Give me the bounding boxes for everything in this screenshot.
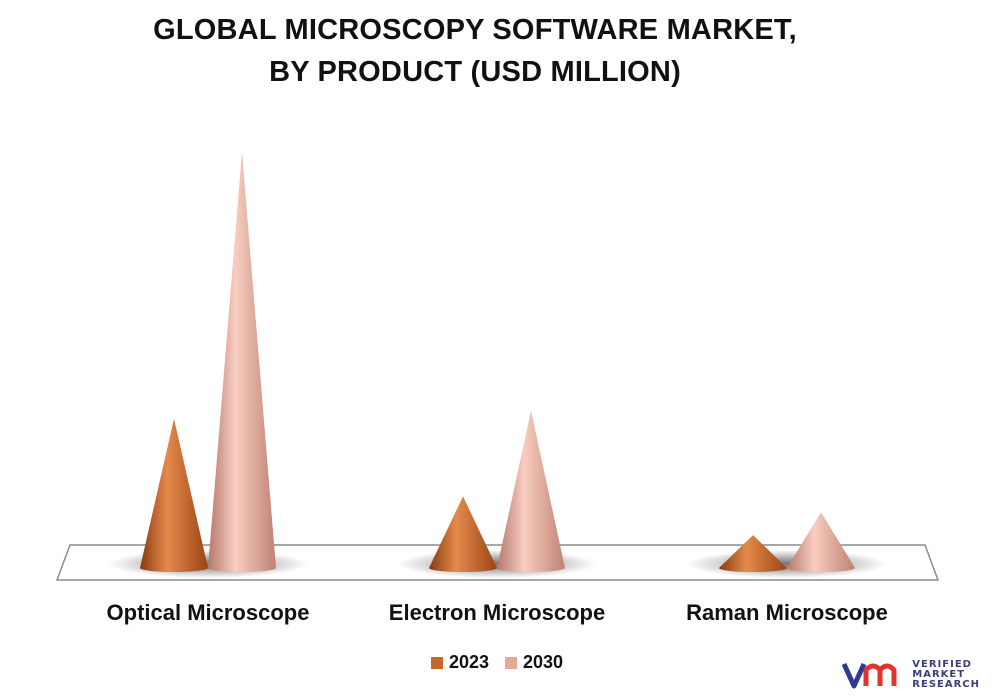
legend-swatch-2030 [505,656,517,669]
cone-2030-raman-microscope [787,512,855,572]
vmr-logo-icon [842,662,897,689]
cone-2023-optical-microscope [140,418,208,572]
legend-item-2023: 2023 [430,652,489,673]
logo-text-line-3: RESEARCH [912,679,980,690]
cone-shadow [687,550,887,578]
chart-title-line-1: GLOBAL MICROSCOPY SOFTWARE MARKET, [153,14,797,46]
category-label: Optical Microscope [107,600,310,625]
logo-text: VERIFIED MARKET RESEARCH [912,660,980,690]
cone-shadow [108,550,308,578]
category-label: Electron Microscope [389,600,605,625]
chart-title-line-2: BY PRODUCT (USD MILLION) [269,56,681,88]
cone-shadow [397,550,597,578]
cone-2030-electron-microscope [497,410,565,572]
legend-label-2030: 2030 [523,652,564,672]
legend-label-2023: 2023 [448,652,489,672]
cone-2030-optical-microscope [208,151,276,572]
legend-item-2030: 2030 [505,652,563,673]
logo-text-line-1: VERIFIED [912,659,972,670]
cone-2023-raman-microscope [719,535,787,572]
category-label: Raman Microscope [686,600,888,625]
cone-2023-electron-microscope [429,496,497,572]
legend: 2023 2030 [0,652,994,673]
legend-swatch-2023 [430,656,443,669]
verified-market-research-logo: VERIFIED MARKET RESEARCH [842,660,980,690]
logo-text-line-2: MARKET [912,669,966,680]
